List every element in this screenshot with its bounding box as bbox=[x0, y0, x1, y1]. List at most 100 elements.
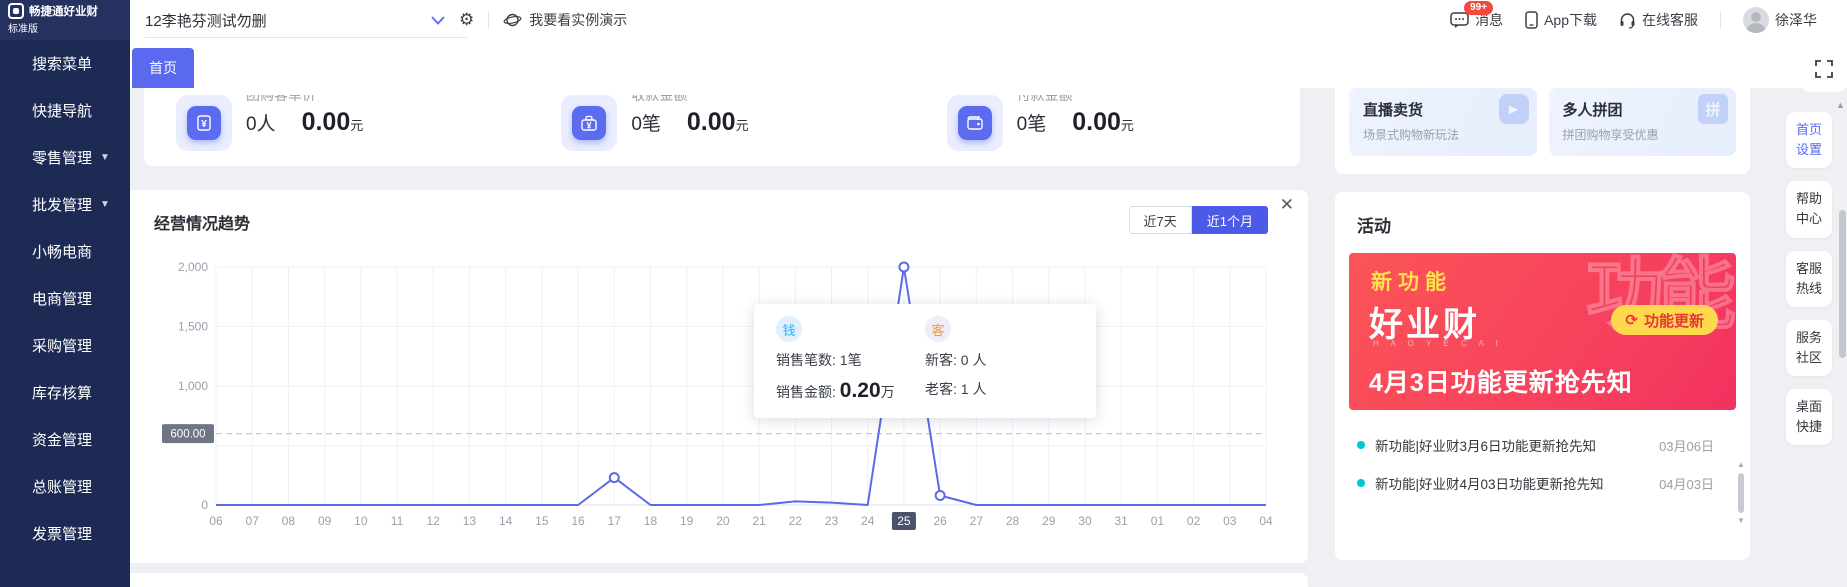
sidebar-item-invoice-mgmt[interactable]: 发票管理 bbox=[32, 526, 93, 543]
rail-home-settings[interactable]: 首页设置 bbox=[1786, 112, 1832, 169]
banner-brand: 好业财 bbox=[1369, 306, 1480, 344]
stat-count: 0笔 bbox=[631, 114, 661, 135]
fullscreen-button[interactable] bbox=[1800, 45, 1847, 92]
svg-text:12: 12 bbox=[427, 514, 441, 528]
sidebar-item-retail-mgmt[interactable]: 零售管理 ▼ bbox=[32, 150, 110, 167]
bullet-dot-icon bbox=[1357, 441, 1365, 449]
gear-icon[interactable]: ⚙ bbox=[459, 10, 475, 29]
stat-title: 付款金额 bbox=[1016, 95, 1073, 103]
brand-edition-label: 标准版 bbox=[8, 24, 38, 35]
demo-link[interactable]: 我要看实例演示 bbox=[503, 10, 627, 30]
stat-amount: 0.00 bbox=[301, 108, 351, 136]
svg-text:03: 03 bbox=[1223, 514, 1237, 528]
sidebar-item-xiaochang-ecommerce[interactable]: 小畅电商 bbox=[32, 244, 93, 261]
user-menu[interactable]: 徐泽华 bbox=[1743, 7, 1817, 33]
tab-home[interactable]: 首页 bbox=[132, 48, 194, 88]
sidebar-item-funds-mgmt[interactable]: 资金管理 bbox=[32, 432, 93, 449]
headset-icon bbox=[1620, 12, 1635, 29]
svg-text:10: 10 bbox=[354, 514, 368, 528]
sidebar-item-ecommerce-mgmt[interactable]: 电商管理 bbox=[32, 291, 93, 308]
purse-icon: ¥ bbox=[572, 106, 607, 140]
feature-update-banner[interactable]: 功能 新功能 好业财 H A O Y E C A I ⟳ 功能更新 4月3日功能更… bbox=[1349, 253, 1736, 410]
phone-icon bbox=[1525, 11, 1538, 29]
rail-service-community[interactable]: 服务社区 bbox=[1786, 319, 1832, 377]
stat-count: 0笔 bbox=[1016, 114, 1047, 135]
svg-text:04: 04 bbox=[1259, 514, 1273, 528]
svg-text:08: 08 bbox=[282, 514, 296, 528]
rail-desktop-shortcut[interactable]: 桌面快捷 bbox=[1786, 389, 1832, 446]
svg-text:2,000: 2,000 bbox=[178, 260, 208, 274]
online-service-button[interactable]: 在线客服 bbox=[1619, 10, 1698, 30]
demo-link-label: 我要看实例演示 bbox=[529, 12, 628, 28]
scroll-up-icon[interactable]: ▲ bbox=[1737, 460, 1745, 469]
banner-headline: 4月3日功能更新抢先知 bbox=[1369, 369, 1633, 397]
chevron-down-icon: ▼ bbox=[100, 199, 110, 210]
scroll-down-icon[interactable]: ▼ bbox=[1737, 516, 1745, 525]
stat-unit: 元 bbox=[735, 118, 749, 133]
range-button-1m[interactable]: 近1个月 bbox=[1191, 206, 1268, 234]
svg-text:18: 18 bbox=[644, 514, 658, 528]
logo-block: 畅捷通好业财 标准版 bbox=[0, 0, 130, 40]
news-item[interactable]: 新功能|好业财4月03日功能更新抢先知 04月03日 bbox=[1349, 464, 1736, 502]
range-button-7d[interactable]: 近7天 bbox=[1128, 206, 1192, 234]
svg-text:24: 24 bbox=[861, 514, 875, 528]
promo-live-selling[interactable]: 直播卖货 场景式购物新玩法 ▶ bbox=[1349, 88, 1537, 156]
sidebar-item-search-menu[interactable]: 搜索菜单 bbox=[32, 56, 93, 73]
stat-avg-order: ¥ 团购客单价 0人 0.00元 bbox=[144, 88, 529, 166]
rail-help-center[interactable]: 帮助中心 bbox=[1786, 181, 1832, 238]
svg-text:26: 26 bbox=[933, 514, 947, 528]
feature-update-pill[interactable]: ⟳ 功能更新 bbox=[1611, 305, 1718, 335]
pin-badge-icon: 拼 bbox=[1698, 94, 1728, 124]
sidebar: 搜索菜单 快捷导航 零售管理 ▼ 批发管理 ▼ 小畅电商 电商管理 采购管理 库存核… bbox=[0, 40, 130, 587]
sidebar-item-inventory-accounting[interactable]: 库存核算 bbox=[32, 385, 93, 402]
stat-unit: 元 bbox=[1120, 118, 1134, 133]
app-download-button[interactable]: App下载 bbox=[1525, 10, 1597, 30]
window-scroll-up-icon[interactable]: ▲ bbox=[1836, 100, 1845, 110]
close-icon[interactable]: ✕ bbox=[1279, 195, 1294, 214]
online-service-label: 在线客服 bbox=[1642, 12, 1698, 28]
account-selector[interactable]: 12李艳芬测试勿删 bbox=[145, 10, 445, 31]
news-list: 新功能|好业财3月6日功能更新抢先知 03月06日 新功能|好业财4月03日功能… bbox=[1349, 426, 1736, 502]
stat-title: 收款金额 bbox=[631, 95, 688, 103]
stat-count: 0人 bbox=[246, 114, 276, 135]
sidebar-item-wholesale-mgmt[interactable]: 批发管理 ▼ bbox=[32, 197, 110, 214]
svg-text:19: 19 bbox=[680, 514, 694, 528]
sidebar-item-quick-nav[interactable]: 快捷导航 bbox=[32, 103, 93, 120]
stat-receipts: ¥ 收款金额 0笔 0.00元 bbox=[529, 88, 914, 166]
svg-text:20: 20 bbox=[716, 514, 730, 528]
svg-text:21: 21 bbox=[752, 514, 766, 528]
range-buttons: 近7天 近1个月 bbox=[1128, 206, 1268, 234]
scroll-thumb[interactable] bbox=[1738, 473, 1744, 513]
sidebar-item-purchase-mgmt[interactable]: 采购管理 bbox=[32, 338, 93, 355]
banner-tag: 新功能 bbox=[1371, 271, 1452, 294]
svg-text:29: 29 bbox=[1042, 514, 1056, 528]
svg-text:30: 30 bbox=[1078, 514, 1092, 528]
svg-text:600.00: 600.00 bbox=[170, 429, 205, 441]
window-scroll-thumb[interactable] bbox=[1839, 210, 1846, 358]
promo-group-buy[interactable]: 多人拼团 拼团购物享受优惠 拼 bbox=[1548, 88, 1736, 156]
svg-text:23: 23 bbox=[825, 514, 839, 528]
fullscreen-icon bbox=[1814, 59, 1833, 78]
panel-scrollbar[interactable]: ▲ ▼ bbox=[1736, 460, 1746, 538]
messages-button[interactable]: 消息 99+ bbox=[1450, 1, 1503, 30]
activity-title: 活动 bbox=[1357, 217, 1391, 236]
old-customer-value: 1 人 bbox=[960, 381, 987, 397]
divider bbox=[488, 11, 490, 29]
messages-count-badge: 99+ bbox=[1464, 1, 1494, 15]
svg-text:16: 16 bbox=[571, 514, 585, 528]
svg-text:¥: ¥ bbox=[201, 119, 207, 130]
stat-unit: 元 bbox=[350, 118, 364, 133]
svg-text:17: 17 bbox=[608, 514, 622, 528]
planet-icon bbox=[503, 13, 522, 27]
account-selector-value: 12李艳芬测试勿删 bbox=[145, 12, 267, 30]
svg-text:0: 0 bbox=[201, 498, 208, 512]
rail-service-hotline[interactable]: 客服热线 bbox=[1786, 250, 1832, 307]
customer-badge: 客 bbox=[925, 316, 951, 342]
news-item[interactable]: 新功能|好业财3月6日功能更新抢先知 03月06日 bbox=[1349, 426, 1736, 464]
wallet-icon bbox=[957, 106, 992, 140]
chevron-down-icon bbox=[431, 15, 445, 25]
svg-text:09: 09 bbox=[318, 514, 332, 528]
sidebar-item-general-ledger[interactable]: 总账管理 bbox=[32, 479, 93, 496]
svg-text:07: 07 bbox=[246, 514, 260, 528]
